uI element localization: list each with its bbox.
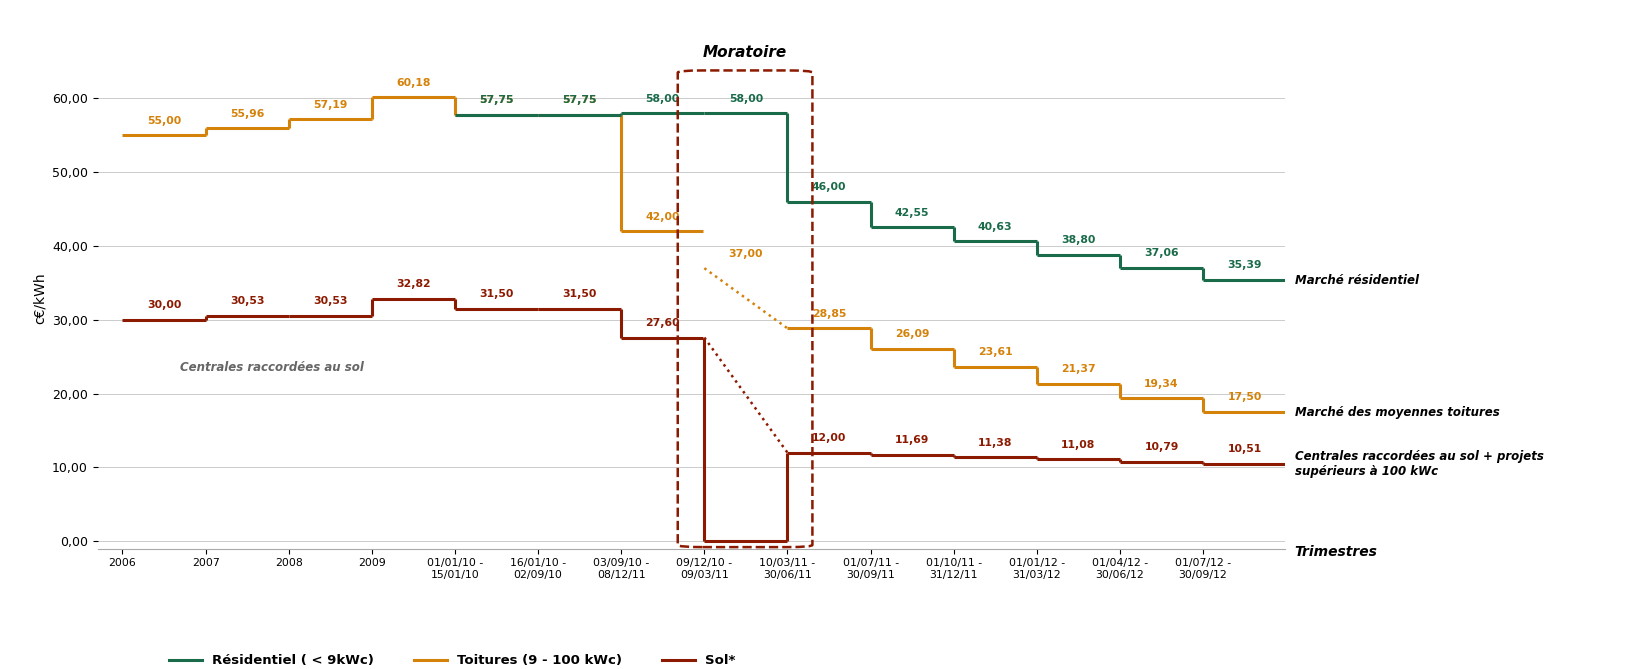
Text: 55,96: 55,96 (229, 108, 265, 118)
Text: Marché des moyennes toitures: Marché des moyennes toitures (1294, 405, 1499, 419)
Text: Centrales raccordées au sol + projets
supérieurs à 100 kWc: Centrales raccordées au sol + projets su… (1294, 450, 1543, 478)
Text: 30,00: 30,00 (146, 300, 180, 310)
Text: 19,34: 19,34 (1145, 379, 1179, 389)
Text: 31,50: 31,50 (480, 289, 514, 299)
Text: 57,75: 57,75 (563, 96, 597, 106)
Y-axis label: c€/kWh: c€/kWh (33, 272, 46, 324)
Text: 38,80: 38,80 (1062, 235, 1096, 246)
Text: 10,51: 10,51 (1228, 444, 1262, 454)
Text: 57,75: 57,75 (480, 96, 514, 106)
Text: 23,61: 23,61 (977, 347, 1013, 357)
Text: 58,00: 58,00 (646, 94, 680, 104)
Text: 55,00: 55,00 (146, 116, 180, 126)
Text: Trimestres: Trimestres (1294, 545, 1377, 559)
Text: 30,53: 30,53 (314, 296, 348, 306)
Text: 35,39: 35,39 (1228, 260, 1262, 270)
Text: 42,00: 42,00 (646, 211, 680, 221)
Text: 40,63: 40,63 (977, 222, 1013, 232)
Text: 30,53: 30,53 (229, 296, 265, 306)
Text: 21,37: 21,37 (1062, 364, 1096, 374)
Text: 10,79: 10,79 (1145, 442, 1179, 452)
Text: 11,38: 11,38 (979, 438, 1013, 448)
Text: 37,06: 37,06 (1145, 248, 1179, 258)
Text: 27,60: 27,60 (646, 318, 680, 328)
Text: 58,00: 58,00 (728, 94, 763, 104)
Text: Marché résidentiel: Marché résidentiel (1294, 274, 1418, 286)
Text: 28,85: 28,85 (811, 308, 846, 318)
Text: 11,08: 11,08 (1062, 440, 1096, 450)
Text: 37,00: 37,00 (728, 249, 763, 259)
Text: 60,18: 60,18 (397, 78, 431, 88)
Text: Moratoire: Moratoire (702, 45, 787, 60)
Text: 46,00: 46,00 (811, 182, 846, 192)
Text: 32,82: 32,82 (397, 280, 431, 290)
Text: 11,69: 11,69 (894, 436, 930, 446)
Text: 17,50: 17,50 (1228, 393, 1262, 403)
Text: 57,75: 57,75 (563, 96, 597, 106)
Text: 26,09: 26,09 (894, 329, 930, 339)
Text: 12,00: 12,00 (811, 433, 846, 443)
Text: 57,19: 57,19 (314, 100, 348, 110)
Text: 57,75: 57,75 (480, 96, 514, 106)
Text: 42,55: 42,55 (894, 207, 930, 217)
Legend: Résidentiel ( < 9kWc), Toitures (9 - 100 kWc), Sol*: Résidentiel ( < 9kWc), Toitures (9 - 100… (164, 649, 741, 669)
Text: 31,50: 31,50 (563, 289, 597, 299)
Text: Centrales raccordées au sol: Centrales raccordées au sol (180, 361, 364, 374)
